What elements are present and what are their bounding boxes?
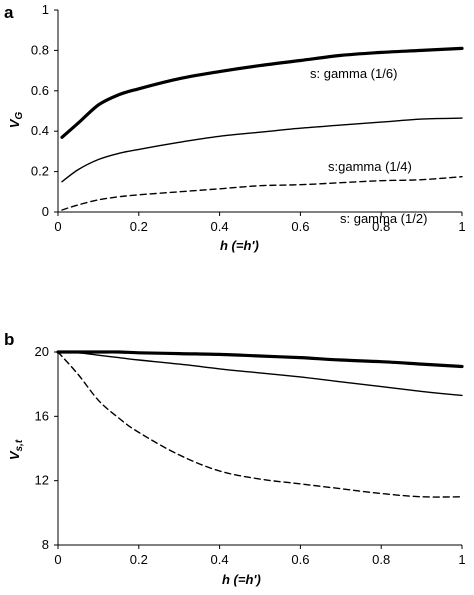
x-tick-label: 0.8: [372, 552, 390, 567]
series-line-thin: [57, 351, 463, 397]
x-tick-label: 0.6: [291, 552, 309, 567]
x-tick-label: 0.4: [211, 552, 229, 567]
panel-label-a: a: [4, 3, 14, 22]
x-tick-label: 0.2: [130, 552, 148, 567]
y-ticks-a: 0 0.2 0.4 0.6 0.8 1: [31, 2, 58, 219]
panel-label-b: b: [4, 330, 14, 349]
y-tick-label: 1: [42, 2, 49, 17]
y-tick-label: 16: [35, 408, 49, 423]
annotation-gamma-1-4: s:gamma (1/4): [328, 159, 412, 174]
x-tick-label: 0.2: [130, 219, 148, 234]
x-axis-label-b: h (=h'): [222, 572, 261, 587]
x-tick-label: 0: [54, 552, 61, 567]
x-tick-label: 0.4: [211, 219, 229, 234]
x-tick-label: 0: [54, 219, 61, 234]
y-tick-label: 20: [35, 344, 49, 359]
annotation-gamma-1-2: s: gamma (1/2): [340, 211, 427, 226]
x-axis-label-a: h (=h'): [220, 238, 259, 253]
y-tick-label: 0.6: [31, 83, 49, 98]
y-tick-label: 0.2: [31, 164, 49, 179]
chart-panel-b: b 8 12 16 20 0 0.2 0.4 0.6 0.8 1 h (=h') Vs,t: [4, 330, 466, 587]
y-axis-label-a: VG: [7, 112, 25, 129]
series-lines-b: [56, 350, 464, 498]
y-tick-label: 0.4: [31, 123, 49, 138]
y-axis-label-b: Vs,t: [7, 439, 25, 460]
series-line-thick: [56, 350, 464, 369]
series-lines-a: [60, 46, 464, 211]
chart-panel-a: a 0 0.2 0.4 0.6 0.8 1 0 0.2 0.4 0.6 0.8 1 s: gamma…: [4, 2, 466, 253]
y-ticks-b: 8 12 16 20: [35, 344, 58, 552]
y-tick-label: 12: [35, 473, 49, 488]
series-line-dashed: [57, 351, 463, 498]
y-tick-label: 0: [42, 204, 49, 219]
series-line-thin: [61, 117, 463, 183]
x-tick-label: 1: [458, 219, 465, 234]
annotation-gamma-1-6: s: gamma (1/6): [310, 66, 397, 81]
x-tick-label: 1: [458, 552, 465, 567]
series-line-thick: [60, 46, 464, 139]
axes-a: [57, 10, 462, 213]
y-tick-label: 0.8: [31, 42, 49, 57]
x-tick-label: 0.6: [291, 219, 309, 234]
x-ticks-a: 0 0.2 0.4 0.6 0.8 1: [54, 212, 466, 234]
x-ticks-b: 0 0.2 0.4 0.6 0.8 1: [54, 545, 466, 567]
series-line-dashed: [61, 176, 463, 211]
y-tick-label: 8: [42, 537, 49, 552]
axes-b: [57, 352, 462, 546]
x-tick-label: 0.8: [372, 219, 390, 234]
